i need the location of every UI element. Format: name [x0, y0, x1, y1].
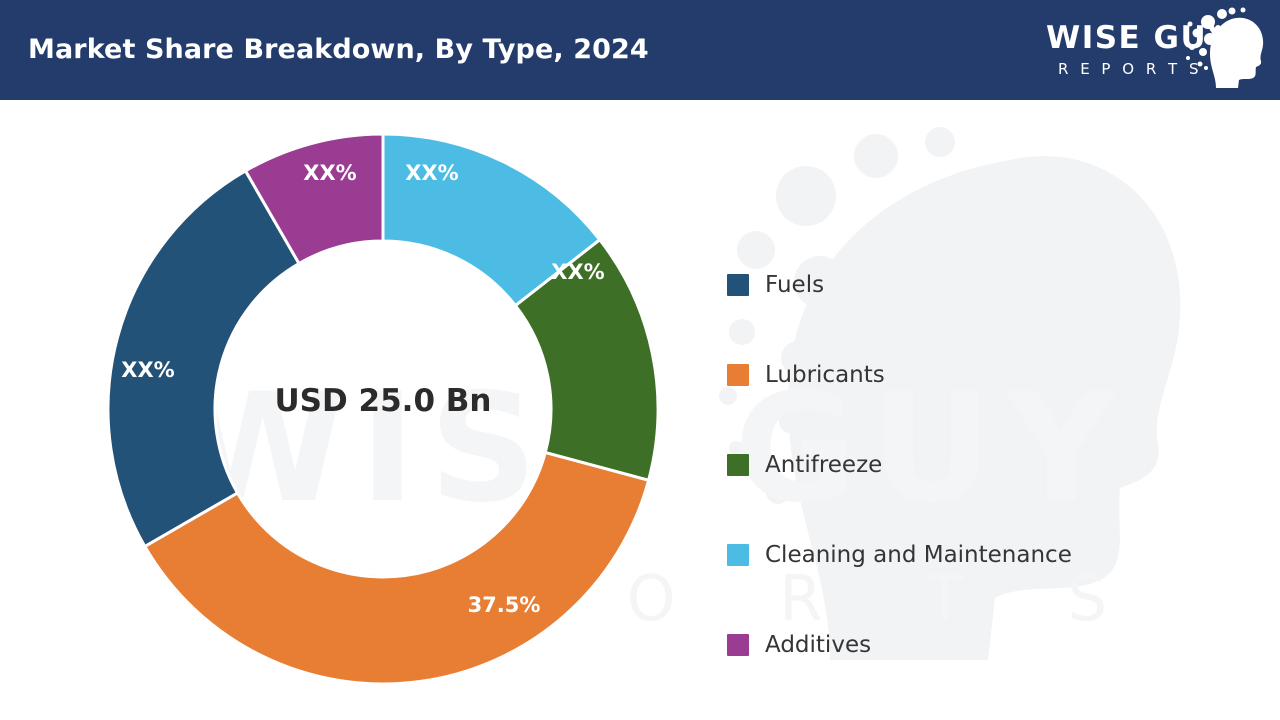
donut-center-value: USD 25.0 Bn	[274, 383, 492, 419]
slice-label-lubricants: 37.5%	[468, 593, 541, 617]
slice-label-fuels: XX%	[121, 358, 174, 382]
legend-item-label: Antifreeze	[765, 452, 883, 478]
logo-wordmark-primary: WISE GUY	[1046, 20, 1231, 56]
legend-item-antifreeze[interactable]: Antifreeze	[727, 420, 1227, 510]
slice-label-cleaning-and-maintenance: XX%	[405, 161, 458, 185]
legend-item-fuels[interactable]: Fuels	[727, 240, 1227, 330]
legend-swatch-icon	[727, 364, 749, 386]
legend-item-cleaning-and-maintenance[interactable]: Cleaning and Maintenance	[727, 510, 1227, 600]
donut-slice-lubricants[interactable]	[142, 450, 651, 686]
legend-swatch-icon	[727, 544, 749, 566]
slice-label-additives: XX%	[303, 161, 356, 185]
legend-swatch-icon	[727, 454, 749, 476]
slice-label-antifreeze: XX%	[551, 260, 604, 284]
donut-chart: XX% 37.5% XX% XX% XX%	[106, 132, 660, 686]
page-title: Market Share Breakdown, By Type, 2024	[28, 34, 649, 65]
logo-wordmark-secondary: R E P O R T S	[1058, 60, 1202, 78]
legend-item-additives[interactable]: Additives	[727, 600, 1227, 690]
legend-swatch-icon	[727, 274, 749, 296]
legend-item-label: Fuels	[765, 272, 825, 298]
donut-slice-fuels[interactable]	[106, 168, 302, 549]
donut-slice-additives[interactable]	[243, 132, 385, 266]
chart-area: WISE GUY R E P O R T S XX% 37.5% XX% XX% XX%…	[0, 100, 1280, 720]
legend-item-lubricants[interactable]: Lubricants	[727, 330, 1227, 420]
legend-item-label: Cleaning and Maintenance	[765, 542, 1072, 568]
legend-item-label: Additives	[765, 632, 872, 658]
donut-slices	[106, 132, 660, 686]
donut-slice-labels: XX% 37.5% XX% XX% XX%	[121, 161, 604, 617]
donut-slice-antifreeze[interactable]	[513, 237, 660, 483]
chart-legend: Fuels Lubricants Antifreeze Cleaning and Ma…	[727, 240, 1227, 690]
donut-slice-cleaning-and-maintenance[interactable]	[381, 132, 602, 308]
legend-swatch-icon	[727, 634, 749, 656]
legend-item-label: Lubricants	[765, 362, 885, 388]
logo-head-icon	[1186, 7, 1264, 89]
header-bar: Market Share Breakdown, By Type, 2024 WI…	[0, 0, 1280, 100]
wise-guy-reports-logo: WISE GUY R E P O R T S	[1046, 7, 1264, 89]
